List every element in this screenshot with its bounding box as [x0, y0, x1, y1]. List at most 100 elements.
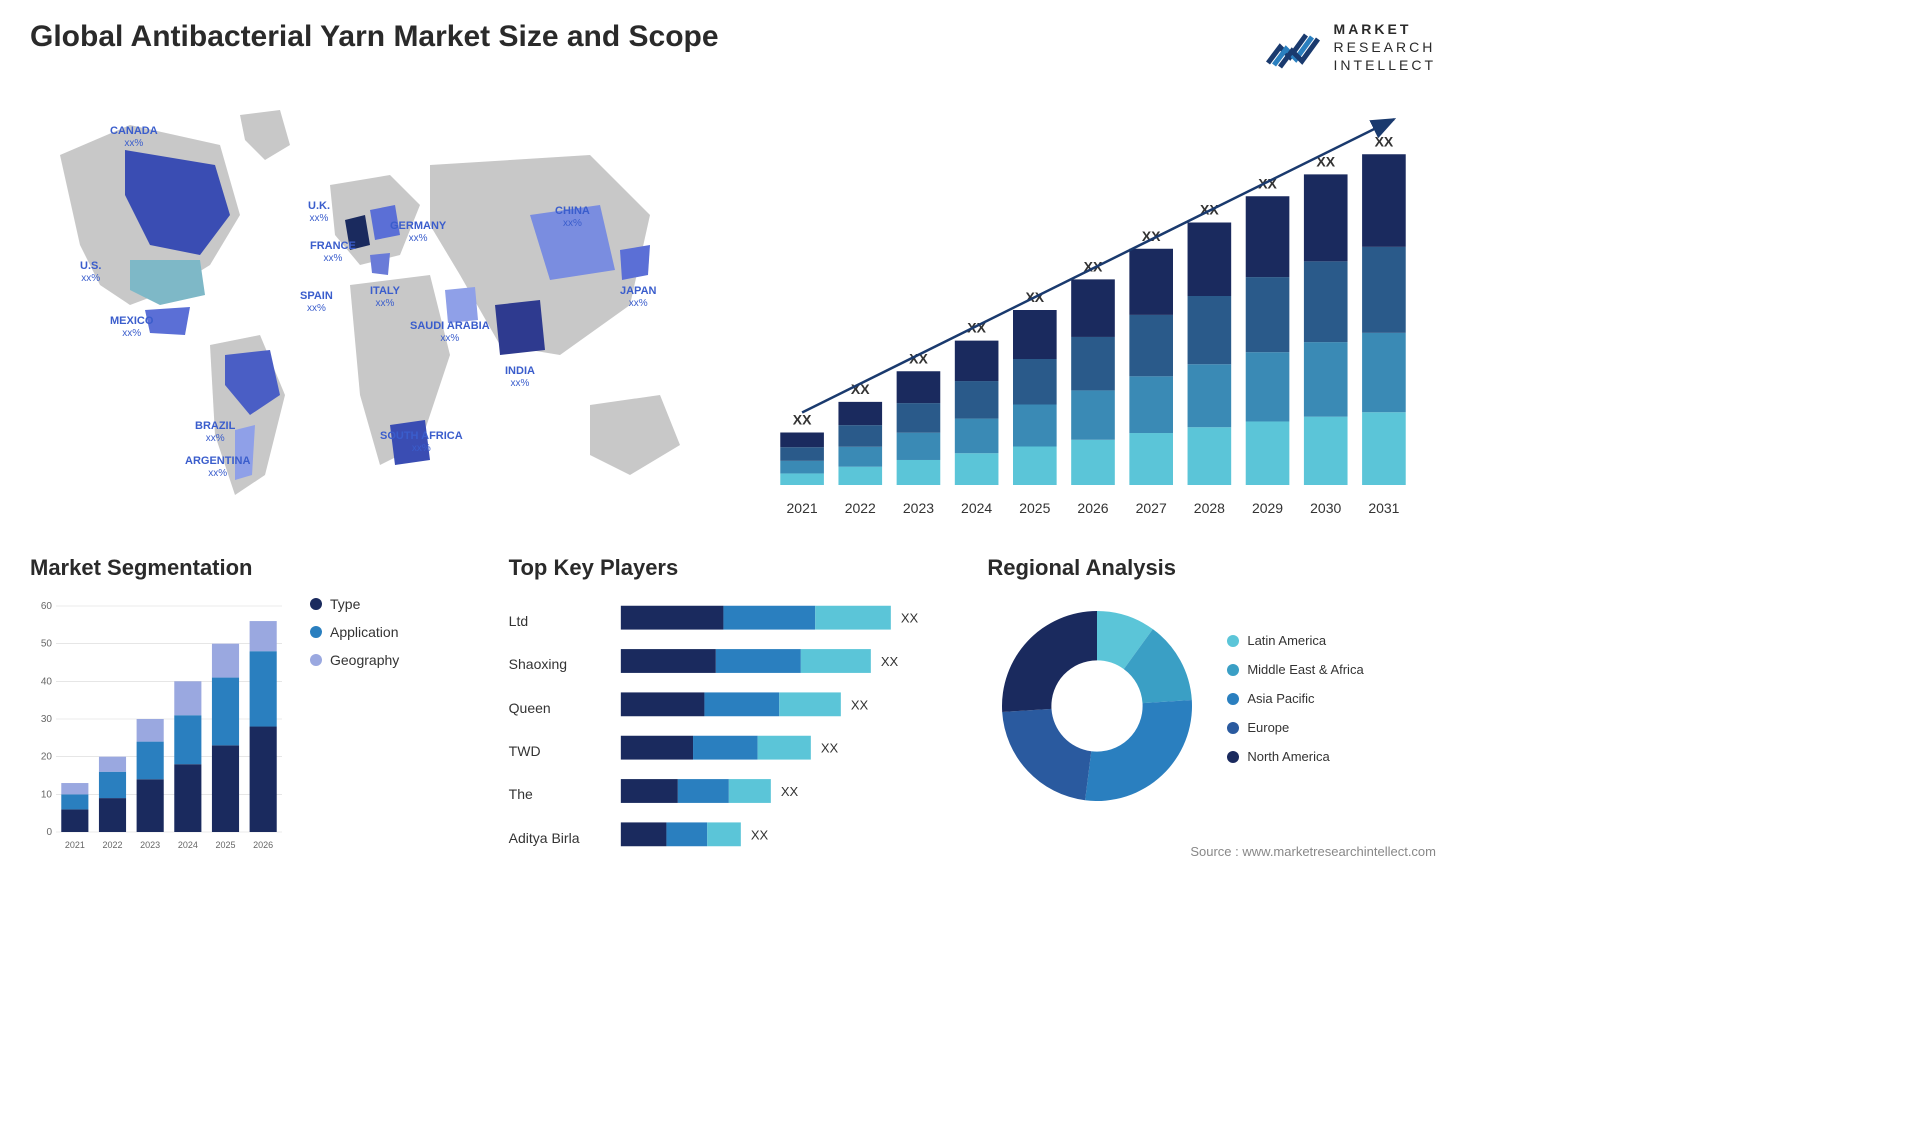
trend-bar-seg [838, 466, 882, 484]
trend-year-label: 2022 [845, 500, 876, 516]
trend-bar-seg [1362, 332, 1406, 411]
player-name-label: Shaoxing [509, 643, 599, 686]
player-name-label: Queen [509, 686, 599, 729]
world-map: CANADAxx%U.S.xx%MEXICOxx%BRAZILxx%ARGENT… [30, 95, 710, 525]
trend-bar-seg [897, 432, 941, 459]
seg-bar-seg [99, 771, 126, 797]
seg-xlabel: 2026 [253, 840, 273, 850]
regional-chart: Latin America Middle East & Africa Asia Pa… [987, 596, 1436, 816]
map-label-china: CHINAxx% [555, 205, 590, 229]
seg-ylabel: 60 [41, 601, 53, 612]
donut-svg [987, 596, 1207, 816]
seg-bar-seg [99, 756, 126, 771]
seg-bar-seg [61, 783, 88, 794]
player-value-label: XX [851, 697, 869, 712]
player-bar-seg [815, 605, 891, 629]
player-name-label: Aditya Birla [509, 816, 599, 859]
trend-value-label: XX [1375, 133, 1394, 149]
seg-legend-label: Geography [330, 652, 399, 668]
seg-bar-seg [99, 798, 126, 832]
seg-bar-seg [61, 794, 88, 809]
trend-bar-seg [897, 371, 941, 403]
seg-ylabel: 20 [41, 751, 53, 762]
player-name-label: Ltd [509, 600, 599, 643]
trend-bar-seg [838, 446, 882, 466]
trend-bar-seg [1304, 261, 1348, 342]
seg-legend-item: Geography [310, 652, 399, 668]
trend-year-label: 2021 [787, 500, 818, 516]
seg-bar-seg [212, 643, 239, 677]
map-label-mexico: MEXICOxx% [110, 315, 153, 339]
map-label-brazil: BRAZILxx% [195, 420, 235, 444]
map-label-canada: CANADAxx% [110, 125, 158, 149]
trend-bar-seg [1013, 310, 1057, 359]
page-title: Global Antibacterial Yarn Market Size an… [30, 20, 719, 54]
map-svg [30, 95, 710, 525]
trend-bar-seg [1071, 390, 1115, 439]
regional-legend-label: Asia Pacific [1247, 691, 1314, 706]
trend-year-label: 2029 [1252, 500, 1283, 516]
trend-bar-seg [1362, 246, 1406, 332]
player-bar-seg [723, 605, 815, 629]
top-row: CANADAxx%U.S.xx%MEXICOxx%BRAZILxx%ARGENT… [30, 95, 1436, 525]
seg-xlabel: 2025 [215, 840, 235, 850]
segmentation-svg: 0102030405060202120222023202420252026 [30, 596, 290, 856]
seg-ylabel: 10 [41, 789, 53, 800]
player-bar-seg [716, 649, 801, 673]
trend-bar-seg [955, 418, 999, 453]
map-label-spain: SPAINxx% [300, 290, 333, 314]
seg-ylabel: 40 [41, 676, 53, 687]
seg-bar-seg [137, 779, 164, 832]
player-bar-seg [621, 692, 705, 716]
seg-xlabel: 2021 [65, 840, 85, 850]
trend-bar-seg [955, 453, 999, 485]
trend-bar-seg [1013, 359, 1057, 405]
seg-legend-label: Application [330, 624, 399, 640]
trend-bar-seg [1188, 296, 1232, 364]
trend-bar-seg [1304, 174, 1348, 261]
seg-bar-seg [212, 745, 239, 832]
seg-ylabel: 30 [41, 714, 53, 725]
trend-bar-seg [780, 460, 824, 473]
seg-bar-seg [174, 715, 201, 764]
trend-bar-seg [1129, 248, 1173, 314]
map-label-italy: ITALYxx% [370, 285, 400, 309]
trend-bar-seg [1362, 412, 1406, 485]
segmentation-legend: TypeApplicationGeography [310, 596, 399, 680]
source-text: Source : www.marketresearchintellect.com [1190, 844, 1436, 859]
swatch [310, 598, 322, 610]
trend-chart: XX2021XX2022XX2023XX2024XX2025XX2026XX20… [750, 95, 1436, 525]
player-bar-seg [779, 692, 841, 716]
regional-legend-label: Middle East & Africa [1247, 662, 1363, 677]
player-bar-seg [704, 692, 779, 716]
swatch [1227, 664, 1239, 676]
players-panel: Top Key Players LtdShaoxingQueenTWDTheAd… [509, 555, 958, 861]
map-label-france: FRANCExx% [310, 240, 356, 264]
map-label-india: INDIAxx% [505, 365, 535, 389]
segmentation-chart: 0102030405060202120222023202420252026 Ty… [30, 596, 479, 856]
seg-legend-item: Application [310, 624, 399, 640]
trend-bar-seg [838, 425, 882, 447]
player-bar-seg [801, 649, 871, 673]
trend-bar-seg [780, 473, 824, 485]
trend-bar-seg [780, 432, 824, 447]
trend-bar-seg [1304, 342, 1348, 417]
seg-bar-seg [250, 621, 277, 651]
regional-panel: Regional Analysis Latin AmericaMiddle Ea… [987, 555, 1436, 861]
seg-bar-seg [174, 764, 201, 832]
trend-bar-seg [1188, 222, 1232, 296]
player-bar-seg [621, 779, 678, 803]
trend-bar-seg [780, 447, 824, 461]
regional-legend-label: Latin America [1247, 633, 1326, 648]
map-label-southafrica: SOUTH AFRICAxx% [380, 430, 463, 454]
trend-bar-seg [1188, 427, 1232, 485]
trend-bar-seg [1129, 376, 1173, 433]
trend-year-label: 2025 [1019, 500, 1050, 516]
segmentation-title: Market Segmentation [30, 555, 479, 581]
player-bar-seg [678, 779, 729, 803]
seg-xlabel: 2024 [178, 840, 198, 850]
seg-bar-seg [137, 741, 164, 779]
trend-bar-seg [1246, 352, 1290, 421]
regional-legend-item: Asia Pacific [1227, 691, 1363, 706]
player-bar-seg [757, 735, 810, 759]
